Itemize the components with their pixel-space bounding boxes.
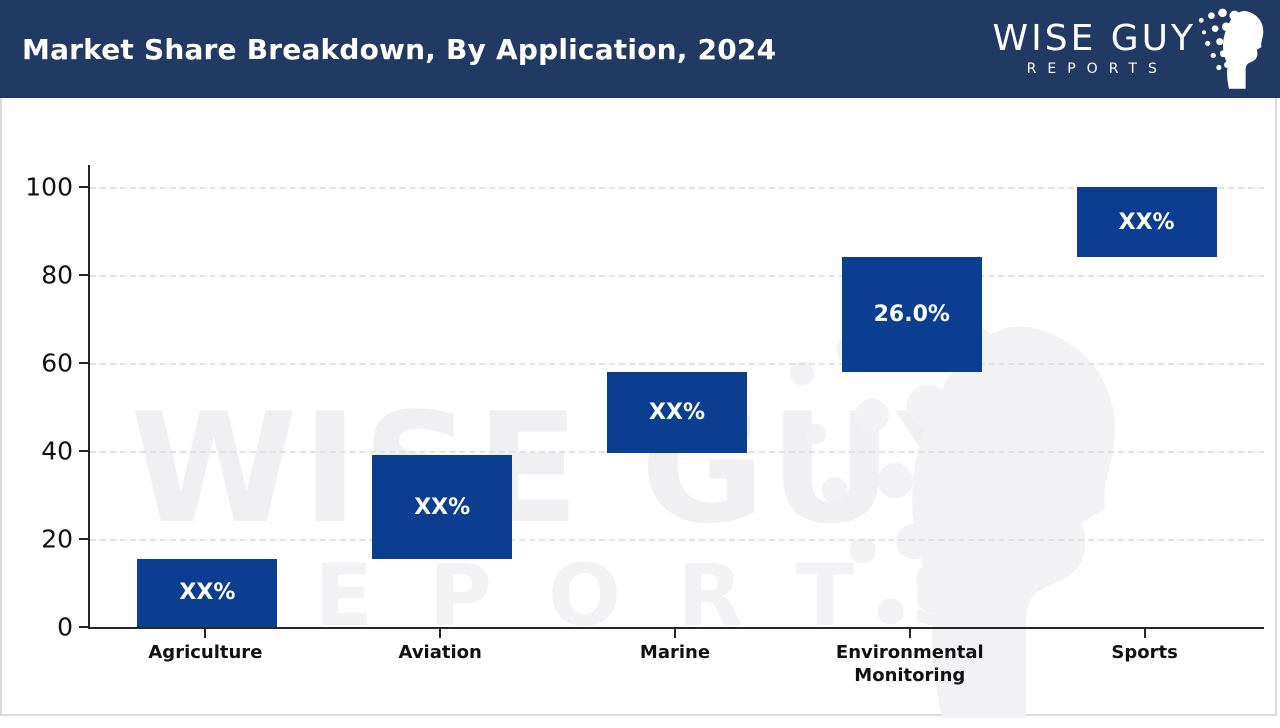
gridline-y-60 — [90, 363, 1264, 365]
y-tick-mark — [79, 186, 88, 188]
y-tick-label: 60 — [13, 349, 73, 378]
brand-subtitle: REPORTS — [1021, 61, 1168, 77]
bar-agriculture: XX% — [137, 559, 277, 627]
bar-environmental-monitoring: 26.0% — [842, 257, 982, 371]
header-bar: Market Share Breakdown, By Application, … — [0, 0, 1280, 98]
gridline-y-80 — [90, 275, 1264, 277]
x-tick-mark — [439, 629, 441, 638]
x-category-label: Agriculture — [105, 641, 305, 664]
x-tick-mark — [204, 629, 206, 638]
x-tick-mark — [1144, 629, 1146, 638]
bar-aviation: XX% — [372, 455, 512, 558]
bar-value-label: XX% — [1119, 210, 1175, 235]
x-tick-mark — [909, 629, 911, 638]
chart-title: Market Share Breakdown, By Application, … — [0, 33, 776, 66]
y-tick-label: 20 — [13, 525, 73, 554]
y-tick-mark — [79, 450, 88, 452]
gridline-y-20 — [90, 539, 1264, 541]
bar-marine: XX% — [607, 372, 747, 453]
y-tick-label: 80 — [13, 261, 73, 290]
x-category-label: Sports — [1045, 641, 1245, 664]
y-tick-label: 40 — [13, 437, 73, 466]
y-tick-mark — [79, 362, 88, 364]
bar-value-label: XX% — [414, 495, 470, 520]
bar-sports: XX% — [1077, 187, 1217, 257]
bar-value-label: 26.0% — [874, 302, 950, 327]
x-category-label: Marine — [575, 641, 775, 664]
x-category-label: Aviation — [340, 641, 540, 664]
brand-logo-text: WISE GUY REPORTS — [993, 21, 1197, 77]
bar-value-label: XX% — [649, 400, 705, 425]
y-tick-mark — [79, 626, 88, 628]
x-tick-mark — [674, 629, 676, 638]
x-category-label: Environmental Monitoring — [810, 641, 1010, 688]
brand-name: WISE GUY — [993, 21, 1197, 57]
dotted-face-icon — [1192, 7, 1266, 91]
y-tick-label: 100 — [13, 173, 73, 202]
y-tick-mark — [79, 274, 88, 276]
bar-value-label: XX% — [179, 580, 235, 605]
brand-logo: WISE GUY REPORTS — [993, 7, 1280, 91]
y-tick-mark — [79, 538, 88, 540]
plot-area: XX% XX% XX% 26.0% XX% — [88, 165, 1264, 629]
y-tick-label: 0 — [13, 613, 73, 642]
